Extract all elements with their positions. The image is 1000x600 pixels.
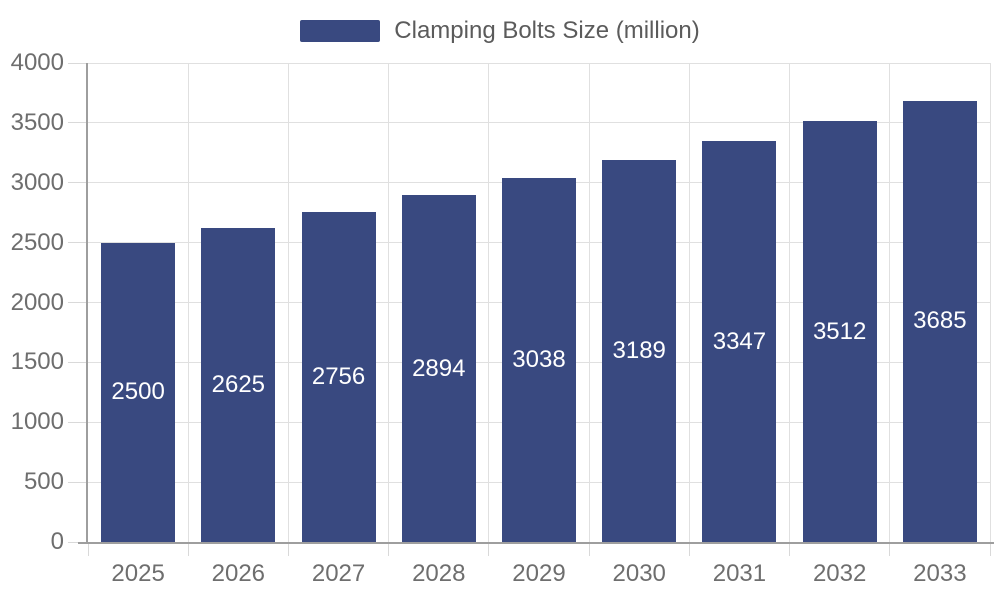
x-axis-tick bbox=[789, 544, 791, 556]
y-axis-tick-label: 500 bbox=[23, 468, 64, 496]
x-axis-tick-label: 2029 bbox=[512, 560, 566, 587]
bar: 2500 bbox=[101, 242, 176, 542]
bar-value-label: 2625 bbox=[211, 370, 266, 398]
y-axis-tick bbox=[68, 361, 88, 363]
x-axis-tick-label: 2032 bbox=[812, 560, 867, 587]
y-axis-tick bbox=[68, 182, 88, 184]
bar: 3685 bbox=[902, 100, 977, 542]
x-axis-tick bbox=[87, 544, 89, 556]
y-axis-tick-label: 2000 bbox=[10, 288, 64, 316]
x-axis-tick-label: 2025 bbox=[111, 560, 165, 587]
y-axis-tick bbox=[68, 421, 88, 423]
bar-value-label: 2500 bbox=[111, 378, 165, 406]
bar-value-label: 3685 bbox=[913, 307, 967, 335]
bar-value-label: 2894 bbox=[412, 354, 466, 382]
x-axis-tick-label: 2026 bbox=[211, 560, 266, 587]
x-axis-tick bbox=[388, 544, 390, 556]
bar-value-label: 3347 bbox=[712, 327, 767, 355]
bar-value-label: 3038 bbox=[512, 346, 566, 374]
x-axis-tick bbox=[989, 544, 991, 556]
y-axis-tick-label: 3000 bbox=[10, 168, 64, 196]
x-axis-tick-label: 2028 bbox=[412, 560, 466, 587]
h-gridline bbox=[88, 122, 990, 124]
v-gridline bbox=[789, 63, 791, 542]
x-axis-tick-label: 2030 bbox=[612, 560, 666, 587]
bar: 3189 bbox=[602, 160, 677, 542]
y-axis-tick-label: 2500 bbox=[10, 228, 64, 256]
legend[interactable]: Clamping Bolts Size (million) bbox=[0, 17, 1000, 45]
x-axis-tick bbox=[688, 544, 690, 556]
v-gridline bbox=[588, 63, 590, 542]
y-axis-tick-label: 4000 bbox=[10, 49, 64, 76]
bar: 3038 bbox=[502, 178, 576, 542]
v-gridline bbox=[889, 63, 891, 542]
bar: 2756 bbox=[301, 211, 376, 542]
bar-value-label: 3512 bbox=[812, 317, 867, 345]
x-axis-tick-label: 2031 bbox=[712, 560, 767, 587]
v-gridline bbox=[287, 63, 289, 542]
bar: 3512 bbox=[802, 121, 877, 542]
y-axis-tick-label: 0 bbox=[50, 528, 64, 555]
y-axis-tick bbox=[68, 242, 88, 244]
x-axis-tick bbox=[287, 544, 289, 556]
x-axis-tick bbox=[588, 544, 590, 556]
h-gridline bbox=[88, 62, 990, 64]
y-axis-tick bbox=[68, 302, 88, 303]
legend-swatch-icon[interactable] bbox=[300, 20, 381, 42]
bar-value-label: 3189 bbox=[612, 337, 666, 365]
x-axis-tick bbox=[488, 544, 490, 556]
v-gridline bbox=[989, 63, 991, 542]
x-axis-line bbox=[78, 542, 994, 544]
bar: 2625 bbox=[201, 227, 276, 542]
v-gridline bbox=[187, 63, 189, 542]
v-gridline bbox=[388, 63, 390, 542]
y-axis-tick bbox=[68, 62, 88, 64]
y-axis-tick bbox=[68, 122, 88, 124]
legend-label[interactable]: Clamping Bolts Size (million) bbox=[394, 17, 700, 44]
y-axis-line bbox=[86, 63, 88, 544]
y-axis-tick-label: 3500 bbox=[10, 108, 64, 136]
x-axis-tick bbox=[187, 544, 189, 556]
y-axis-tick-label: 1500 bbox=[10, 348, 64, 376]
x-axis-tick bbox=[889, 544, 891, 556]
bar-value-label: 2756 bbox=[311, 362, 366, 390]
bar: 2894 bbox=[401, 195, 476, 542]
x-axis-tick-label: 2033 bbox=[913, 560, 967, 587]
v-gridline bbox=[488, 63, 490, 542]
x-axis-tick-label: 2027 bbox=[311, 560, 366, 587]
y-axis-tick bbox=[68, 481, 88, 483]
v-gridline bbox=[688, 63, 690, 542]
bar: 3347 bbox=[702, 141, 777, 542]
y-axis-tick-label: 1000 bbox=[10, 408, 64, 436]
